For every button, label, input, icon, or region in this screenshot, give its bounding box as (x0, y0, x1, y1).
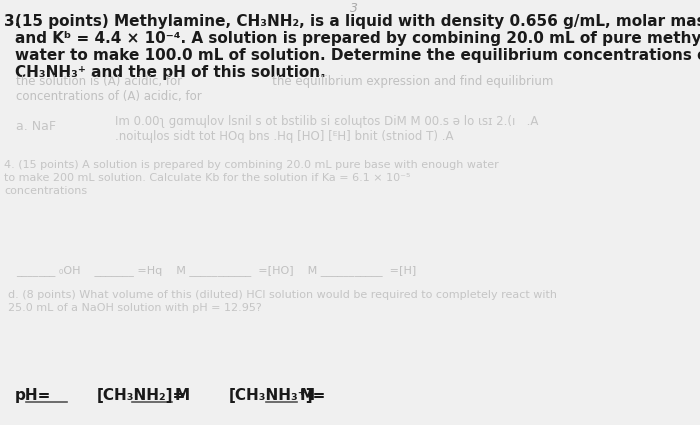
Text: Ιm 0.00ʅ ɡɑmɰlov lsnil s ot bstilib si ɛolɰtos DiM M 00.s ǝ lo ɩsɪ 2.(ı   .A: Ιm 0.00ʅ ɡɑmɰlov lsnil s ot bstilib si ɛ… (115, 115, 538, 128)
Text: the solution is (A) acidic, for                        the equilibrium expressio: the solution is (A) acidic, for the equi… (15, 75, 553, 88)
Text: and Kᵇ = 4.4 × 10⁻⁴. A solution is prepared by combining 20.0 mL of pure methyla: and Kᵇ = 4.4 × 10⁻⁴. A solution is prepa… (15, 31, 700, 46)
Text: 25.0 mL of a NaOH solution with pH = 12.95?: 25.0 mL of a NaOH solution with pH = 12.… (8, 303, 262, 313)
Text: .noitɰlos sidt tot HOq bns .Hq [HO] [ᴱH] bnit (stniod T) .A: .noitɰlos sidt tot HOq bns .Hq [HO] [ᴱH]… (115, 130, 453, 143)
Text: _______ ₀OH    _______ =Hq    M ___________  =[HO]    M ___________  =[H]: _______ ₀OH _______ =Hq M ___________ =[… (15, 265, 416, 276)
Text: [CH₃NH₃⁺]=: [CH₃NH₃⁺]= (229, 388, 326, 403)
Text: d. (8 points) What volume of this (diluted) HCl solution would be required to co: d. (8 points) What volume of this (dilut… (8, 290, 557, 300)
Text: (15 points) Methylamine, CH₃NH₂, is a liquid with density 0.656 g/mL, molar mass: (15 points) Methylamine, CH₃NH₂, is a li… (15, 14, 700, 29)
Text: [CH₃NH₂]=: [CH₃NH₂]= (97, 388, 186, 403)
Text: water to make 100.0 mL of solution. Determine the equilibrium concentrations of : water to make 100.0 mL of solution. Dete… (15, 48, 700, 63)
Text: to make 200 mL solution. Calculate Kb for the solution if Ka = 6.1 × 10⁻⁵: to make 200 mL solution. Calculate Kb fo… (4, 173, 410, 183)
Text: M: M (300, 388, 314, 403)
Text: 3: 3 (350, 2, 358, 15)
Text: pH=: pH= (15, 388, 51, 403)
Text: 4. (15 points) A solution is prepared by combining 20.0 mL pure base with enough: 4. (15 points) A solution is prepared by… (4, 160, 499, 170)
Text: M: M (174, 388, 190, 403)
Text: a. NaF: a. NaF (15, 120, 55, 133)
Text: 3.: 3. (4, 14, 20, 29)
Text: concentrations of (A) acidic, for: concentrations of (A) acidic, for (15, 90, 202, 103)
Text: CH₃NH₃⁺ and the pH of this solution.: CH₃NH₃⁺ and the pH of this solution. (15, 65, 326, 80)
Text: concentrations: concentrations (4, 186, 88, 196)
